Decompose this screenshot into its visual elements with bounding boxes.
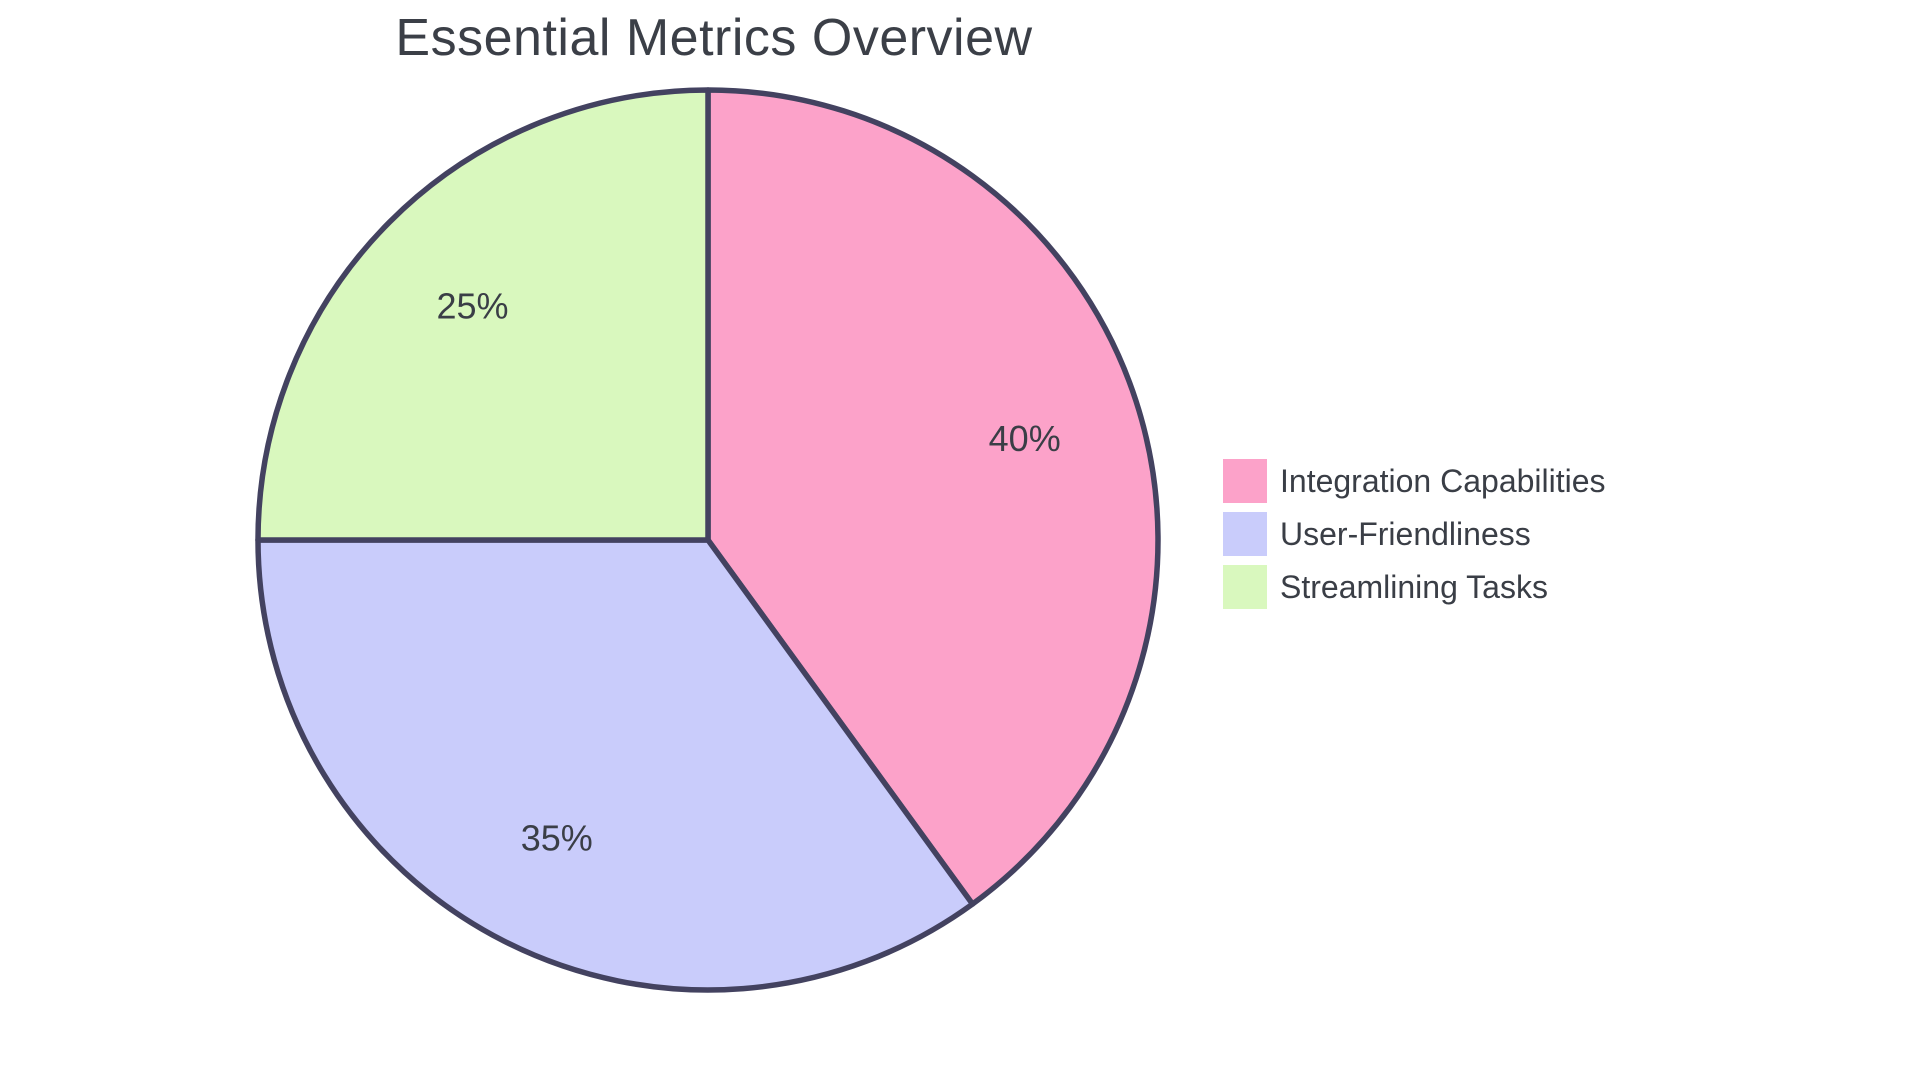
legend-item-0[interactable]: Integration Capabilities [1223,459,1606,503]
pie-slice-2[interactable] [255,87,711,543]
legend-label: User-Friendliness [1280,515,1531,552]
legend-swatch [1223,459,1267,503]
pie-slice-percent-label: 35% [521,818,593,859]
legend: Integration Capabilities User-Friendlines… [1223,459,1606,618]
chart-title: Essential Metrics Overview [395,9,1033,67]
pie-slice-percent-label: 40% [989,418,1061,459]
pie-slice-0[interactable] [705,87,1161,907]
legend-label: Streamlining Tasks [1280,568,1548,605]
pie-slice-1[interactable] [255,537,976,993]
pie-slice-percent-label: 25% [436,286,508,327]
legend-swatch [1223,512,1267,556]
legend-label: Integration Capabilities [1280,462,1606,499]
legend-swatch [1223,565,1267,609]
legend-item-1[interactable]: User-Friendliness [1223,512,1606,556]
legend-item-2[interactable]: Streamlining Tasks [1223,565,1606,609]
